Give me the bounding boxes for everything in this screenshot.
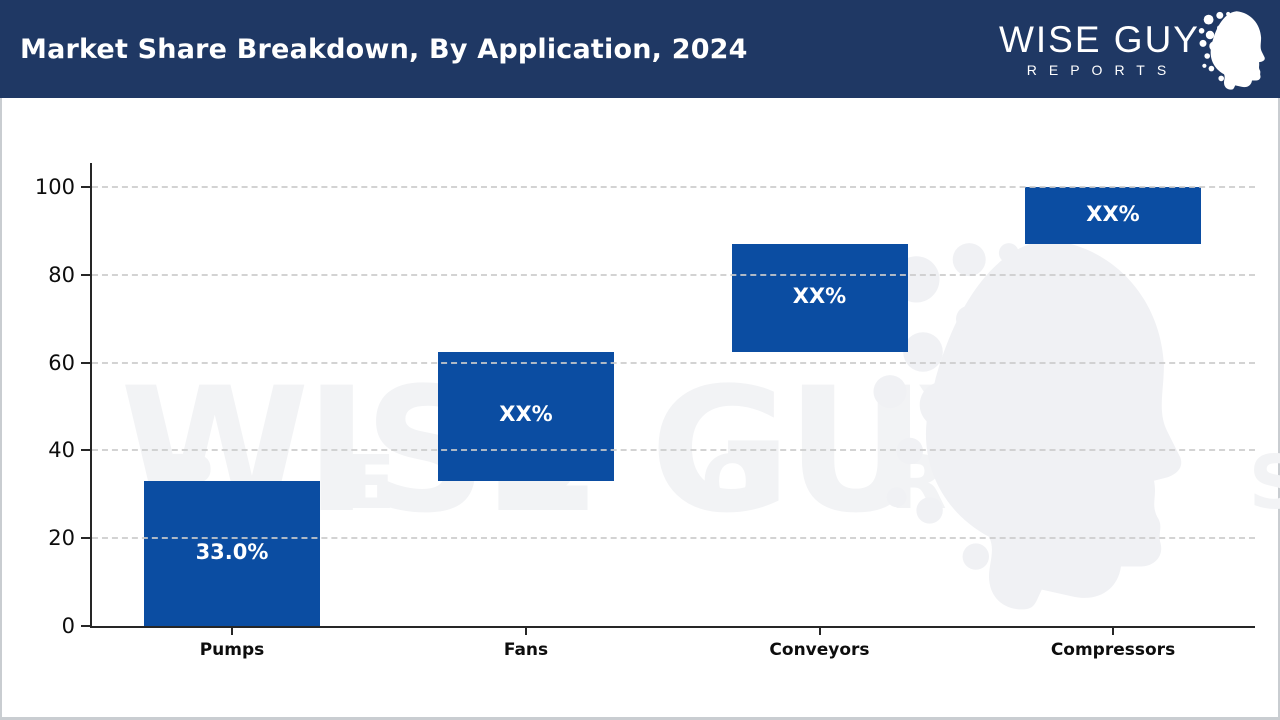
bar-fans [438,351,614,482]
x-tick-mark [818,626,821,635]
y-tick-mark [81,361,90,364]
y-tick-label-80: 80 [48,262,75,287]
bar-chart: WISE GUY. R E P O R T S 33.0% Pumps XX% Fan… [2,98,1280,717]
bar-value-label: 33.0% [195,539,269,564]
logo-subtitle: REPORTS [1026,61,1179,78]
x-tick-mark [525,626,527,635]
bar-conveyors [731,244,908,352]
header-bar: Market Share Breakdown, By Application, … [0,0,1280,98]
logo-head-icon [1196,7,1266,91]
x-tick-label-fans: Fans [503,640,549,660]
y-tick-label-40: 40 [48,438,75,463]
wise-guy-reports-logo: WISE GUY REPORTS [999,7,1266,91]
y-tick-label-20: 20 [48,526,75,551]
gridline-60 [92,361,1255,364]
y-tick-mark [81,625,90,627]
logo-text: WISE GUY REPORTS [999,21,1200,78]
y-tick-mark [81,449,90,452]
x-tick-mark [231,626,233,635]
bar-compressors [1025,187,1201,245]
x-tick-label-pumps: Pumps [199,640,265,660]
y-axis-line [90,163,92,628]
logo-wordmark: WISE GUY [998,18,1200,60]
chart-title: Market Share Breakdown, By Application, … [20,33,748,65]
y-tick-mark [81,537,90,540]
x-axis-line [90,626,1255,628]
gridline-80 [92,273,1255,276]
bar-value-label: XX% [792,283,847,308]
x-tick-label-compressors: Compressors [1050,640,1176,660]
gridline-40 [92,449,1255,452]
bar-pumps [144,481,320,626]
y-tick-label-0: 0 [61,614,75,638]
y-tick-label-60: 60 [48,350,75,375]
y-tick-label-100: 100 [34,175,75,199]
x-tick-label-conveyors: Conveyors [769,640,870,660]
bar-value-label: XX% [499,402,553,427]
bar-value-label: XX% [1086,201,1140,226]
gridline-20 [92,537,1255,540]
y-tick-mark [81,273,90,276]
y-tick-mark [81,186,90,188]
x-tick-mark [1112,626,1114,635]
gridline-100 [92,186,1255,188]
